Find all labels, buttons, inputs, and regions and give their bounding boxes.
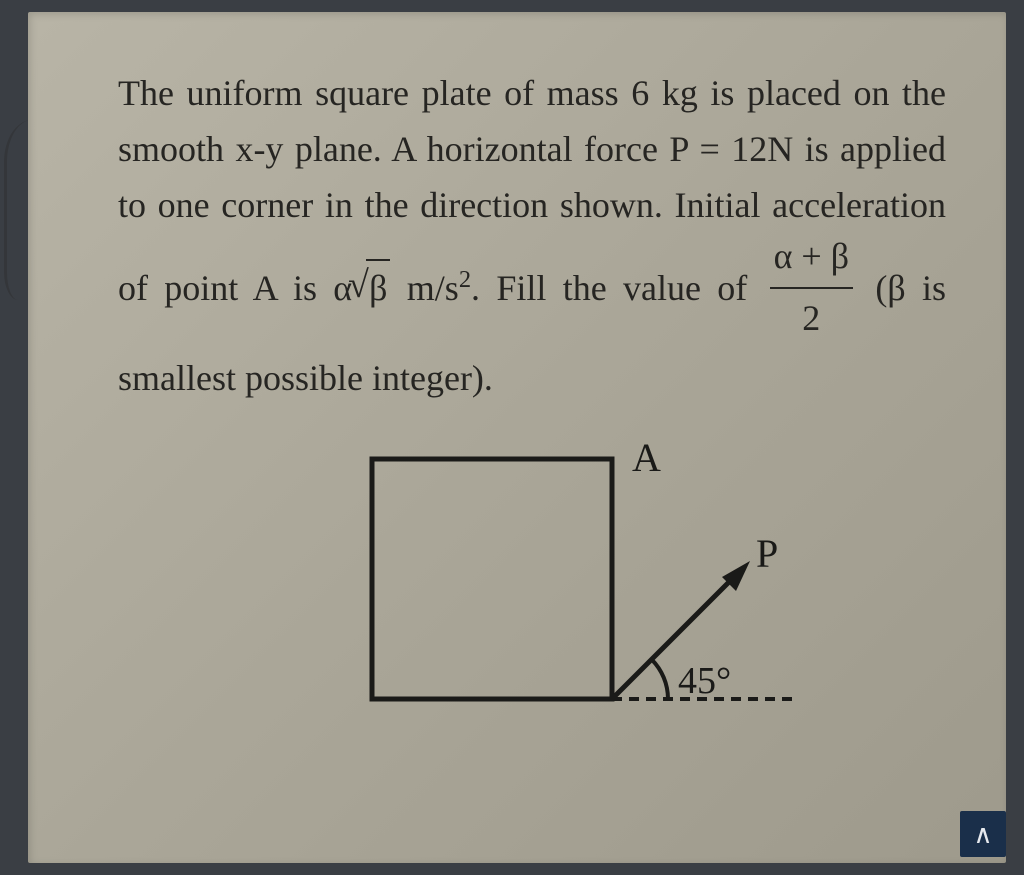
radical-icon: √ [348,256,369,315]
angle-arc [652,659,668,699]
nav-up-button[interactable]: ∧ [960,811,1006,857]
angle-label: 45° [678,660,731,702]
sqrt-radicand: β [366,259,390,317]
page-surface: The uniform square plate of mass 6 kg is… [28,12,1006,863]
plane-label: x-y [235,129,283,169]
force-eq: P = 12N [669,129,793,169]
sqrt-expression: √β [352,259,390,317]
text-seg: plane. A horizontal force [283,129,669,169]
text-seg: . Fill the value of [471,268,764,308]
label-a: A [632,435,661,480]
label-p: P [756,531,778,576]
diagram-svg: A P 45° [252,429,812,729]
chevron-up-icon: ∧ [973,819,992,850]
question-text: The uniform square plate of mass 6 kg is… [118,66,946,407]
exponent-2: 2 [459,266,471,293]
mass-value: 6 kg [631,73,698,113]
text-seg: The uniform square plate of mass [118,73,631,113]
fraction-numerator: α + β [770,229,853,289]
diagram: A P 45° [252,429,812,729]
square-plate [372,459,612,699]
unit-text: m/s [390,268,458,308]
fraction-denominator: 2 [770,289,853,347]
fraction: α + β2 [770,229,853,347]
